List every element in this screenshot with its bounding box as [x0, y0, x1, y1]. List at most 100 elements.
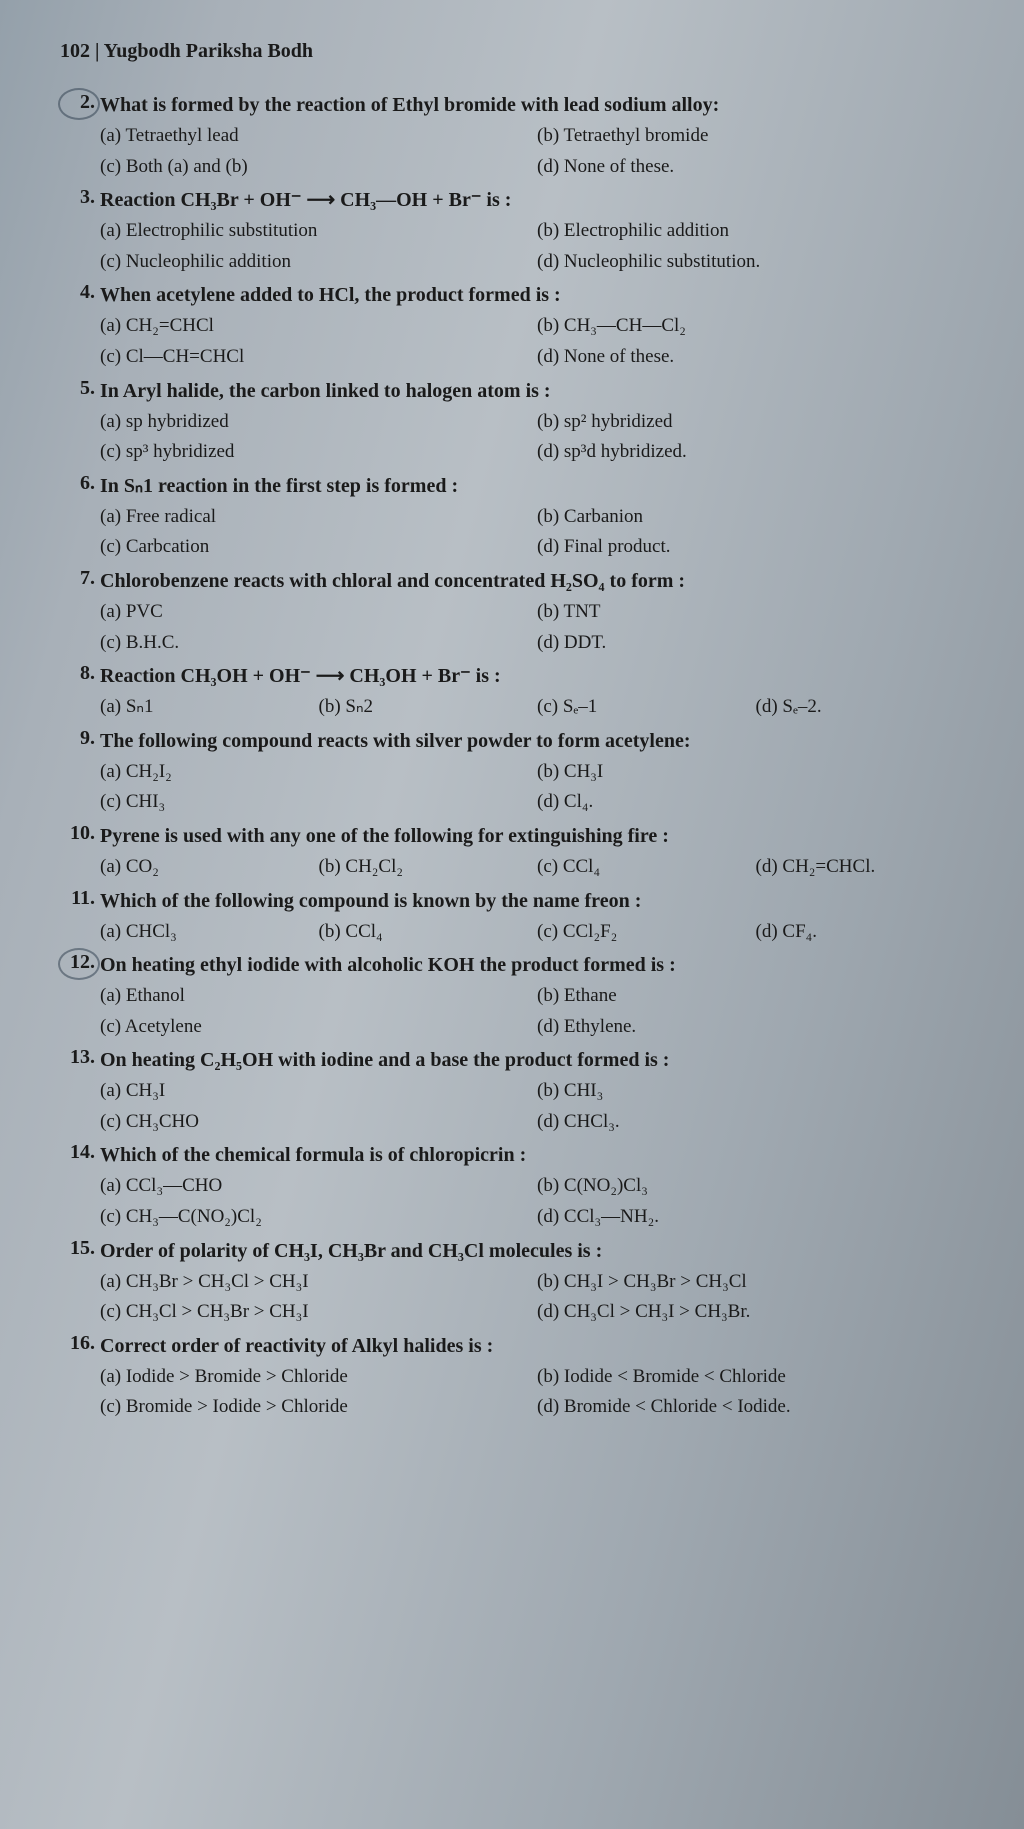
question-number: 5. — [60, 377, 95, 400]
option-a: (a) Tetraethyl lead — [100, 123, 517, 150]
option-d: (d) sp³d hybridized. — [537, 439, 954, 466]
question-number: 11. — [60, 887, 95, 910]
question-16: 16. Correct order of reactivity of Alkyl… — [100, 1332, 954, 1421]
question-text: Order of polarity of CH₃I, CH₃Br and CH₃… — [100, 1237, 954, 1265]
option-a: (a) Ethanol — [100, 983, 517, 1010]
option-d: (d) None of these. — [537, 154, 954, 181]
option-d: (d) Sₑ–2. — [756, 694, 955, 721]
option-a: (a) Free radical — [100, 504, 517, 531]
option-a: (a) Iodide > Bromide > Chloride — [100, 1364, 517, 1391]
option-c: (c) B.H.C. — [100, 630, 517, 657]
question-3: 3. Reaction CH₃Br + OH⁻ ⟶ CH₃—OH + Br⁻ i… — [100, 186, 954, 275]
options-grid: (a) CHCl₃ (b) CCl₄ (c) CCl₂F₂ (d) CF₄. — [100, 919, 954, 946]
option-c: (c) Cl—CH=CHCl — [100, 344, 517, 371]
option-b: (b) Tetraethyl bromide — [537, 123, 954, 150]
option-d: (d) Cl₄. — [537, 789, 954, 816]
option-c: (c) CH₃Cl > CH₃Br > CH₃I — [100, 1299, 517, 1326]
option-b: (b) C(NO₂)Cl₃ — [537, 1173, 954, 1200]
question-text: Pyrene is used with any one of the follo… — [100, 822, 954, 850]
question-number: 2. — [60, 91, 95, 114]
option-d: (d) CH₃Cl > CH₃I > CH₃Br. — [537, 1299, 954, 1326]
question-9: 9. The following compound reacts with si… — [100, 727, 954, 816]
option-c: (c) CCl₂F₂ — [537, 919, 736, 946]
options-grid: (a) Sₙ1 (b) Sₙ2 (c) Sₑ–1 (d) Sₑ–2. — [100, 694, 954, 721]
question-6: 6. In Sₙ1 reaction in the first step is … — [100, 472, 954, 561]
question-text: On heating C₂H₅OH with iodine and a base… — [100, 1046, 954, 1074]
options-grid: (a) PVC (b) TNT (c) B.H.C. (d) DDT. — [100, 599, 954, 656]
question-12: 12. On heating ethyl iodide with alcohol… — [100, 951, 954, 1040]
question-5: 5. In Aryl halide, the carbon linked to … — [100, 377, 954, 466]
question-15: 15. Order of polarity of CH₃I, CH₃Br and… — [100, 1237, 954, 1326]
options-grid: (a) Electrophilic substitution (b) Elect… — [100, 218, 954, 275]
option-a: (a) CH₃Br > CH₃Cl > CH₃I — [100, 1269, 517, 1296]
option-a: (a) CCl₃—CHO — [100, 1173, 517, 1200]
question-text: Which of the following compound is known… — [100, 887, 954, 915]
question-text: Reaction CH₃OH + OH⁻ ⟶ CH₃OH + Br⁻ is : — [100, 662, 954, 690]
question-number: 8. — [60, 662, 95, 685]
question-11: 11. Which of the following compound is k… — [100, 887, 954, 946]
question-number: 14. — [60, 1141, 95, 1164]
options-grid: (a) sp hybridized (b) sp² hybridized (c)… — [100, 409, 954, 466]
question-number: 9. — [60, 727, 95, 750]
option-c: (c) CH₃—C(NO₂)Cl₂ — [100, 1204, 517, 1231]
option-a: (a) CH₂I₂ — [100, 759, 517, 786]
page-header: 102 | Yugbodh Pariksha Bodh — [60, 40, 954, 63]
option-b: (b) CH₃I — [537, 759, 954, 786]
question-10: 10. Pyrene is used with any one of the f… — [100, 822, 954, 881]
options-grid: (a) CO₂ (b) CH₂Cl₂ (c) CCl₄ (d) CH₂=CHCl… — [100, 854, 954, 881]
option-c: (c) CCl₄ — [537, 854, 736, 881]
option-b: (b) CHI₃ — [537, 1078, 954, 1105]
option-b: (b) Sₙ2 — [319, 694, 518, 721]
option-c: (c) CH₃CHO — [100, 1109, 517, 1136]
question-text: What is formed by the reaction of Ethyl … — [100, 91, 954, 119]
option-d: (d) Ethylene. — [537, 1014, 954, 1041]
option-b: (b) Ethane — [537, 983, 954, 1010]
option-d: (d) CH₂=CHCl. — [756, 854, 955, 881]
option-c: (c) Bromide > Iodide > Chloride — [100, 1394, 517, 1421]
question-2: 2. What is formed by the reaction of Eth… — [100, 91, 954, 180]
question-text: In Sₙ1 reaction in the first step is for… — [100, 472, 954, 500]
option-a: (a) CHCl₃ — [100, 919, 299, 946]
options-grid: (a) CH₂=CHCl (b) CH₃—CH—Cl₂ (c) Cl—CH=CH… — [100, 313, 954, 370]
option-b: (b) CH₃I > CH₃Br > CH₃Cl — [537, 1269, 954, 1296]
option-d: (d) DDT. — [537, 630, 954, 657]
option-c: (c) Carbcation — [100, 534, 517, 561]
option-c: (c) CHI₃ — [100, 789, 517, 816]
option-a: (a) Electrophilic substitution — [100, 218, 517, 245]
question-number: 15. — [60, 1237, 95, 1260]
options-grid: (a) Ethanol (b) Ethane (c) Acetylene (d)… — [100, 983, 954, 1040]
option-a: (a) Sₙ1 — [100, 694, 299, 721]
option-d: (d) Final product. — [537, 534, 954, 561]
question-text: The following compound reacts with silve… — [100, 727, 954, 755]
option-b: (b) TNT — [537, 599, 954, 626]
options-grid: (a) CH₃I (b) CHI₃ (c) CH₃CHO (d) CHCl₃. — [100, 1078, 954, 1135]
question-4: 4. When acetylene added to HCl, the prod… — [100, 281, 954, 370]
option-a: (a) CH₃I — [100, 1078, 517, 1105]
option-b: (b) CH₃—CH—Cl₂ — [537, 313, 954, 340]
options-grid: (a) Free radical (b) Carbanion (c) Carbc… — [100, 504, 954, 561]
question-number: 10. — [60, 822, 95, 845]
option-a: (a) sp hybridized — [100, 409, 517, 436]
options-grid: (a) CH₂I₂ (b) CH₃I (c) CHI₃ (d) Cl₄. — [100, 759, 954, 816]
option-b: (b) sp² hybridized — [537, 409, 954, 436]
option-b: (b) CCl₄ — [319, 919, 518, 946]
question-text: When acetylene added to HCl, the product… — [100, 281, 954, 309]
option-d: (d) CHCl₃. — [537, 1109, 954, 1136]
question-13: 13. On heating C₂H₅OH with iodine and a … — [100, 1046, 954, 1135]
question-number: 3. — [60, 186, 95, 209]
question-text: Reaction CH₃Br + OH⁻ ⟶ CH₃—OH + Br⁻ is : — [100, 186, 954, 214]
option-c: (c) sp³ hybridized — [100, 439, 517, 466]
question-text: Chlorobenzene reacts with chloral and co… — [100, 567, 954, 595]
question-text: On heating ethyl iodide with alcoholic K… — [100, 951, 954, 979]
question-number: 12. — [60, 951, 95, 974]
page: 102 | Yugbodh Pariksha Bodh 2. What is f… — [0, 0, 1024, 1829]
option-a: (a) CO₂ — [100, 854, 299, 881]
option-d: (d) Nucleophilic substitution. — [537, 249, 954, 276]
question-number: 7. — [60, 567, 95, 590]
option-a: (a) CH₂=CHCl — [100, 313, 517, 340]
option-b: (b) Iodide < Bromide < Chloride — [537, 1364, 954, 1391]
options-grid: (a) Tetraethyl lead (b) Tetraethyl bromi… — [100, 123, 954, 180]
option-d: (d) CF₄. — [756, 919, 955, 946]
question-text: In Aryl halide, the carbon linked to hal… — [100, 377, 954, 405]
option-b: (b) Electrophilic addition — [537, 218, 954, 245]
